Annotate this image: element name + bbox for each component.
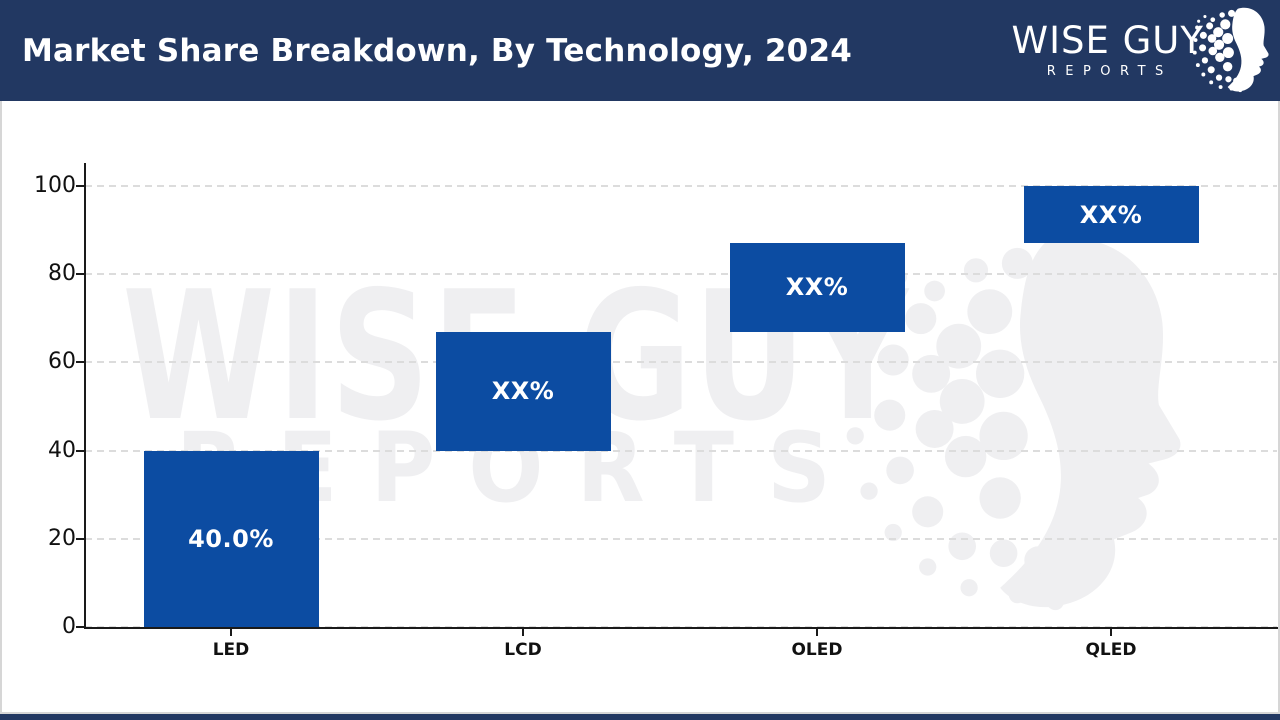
header-bar: Market Share Breakdown, By Technology, 2… — [0, 0, 1280, 101]
bar-lcd: XX% — [435, 331, 611, 451]
logo-subtitle: REPORTS — [1046, 64, 1173, 79]
gridline-20 — [85, 537, 1277, 540]
x-tick-label-qled: QLED — [1085, 640, 1137, 660]
x-tick-label-led: LED — [212, 640, 250, 660]
gridline-40 — [85, 449, 1277, 452]
logo-name: WISE GUY — [1011, 19, 1204, 62]
y-tick-label: 40 — [48, 437, 76, 463]
gridline-80 — [85, 273, 1277, 276]
footer-divider — [0, 712, 1280, 714]
y-tick-mark — [76, 185, 85, 187]
x-tick-mark — [522, 629, 524, 636]
bar-value-label: 40.0% — [188, 524, 274, 553]
gridline-60 — [85, 361, 1277, 364]
y-tick-mark — [76, 449, 85, 452]
y-tick-mark — [76, 537, 85, 540]
chart-title: Market Share Breakdown, By Technology, 2… — [22, 32, 852, 69]
wise-guy-face-icon — [1192, 7, 1269, 92]
y-tick-mark — [76, 273, 85, 276]
y-tick-label: 20 — [48, 525, 76, 551]
y-tick-label: 100 — [34, 173, 76, 198]
y-tick-label: 0 — [62, 614, 76, 639]
y-tick-label: 60 — [48, 349, 76, 375]
x-tick-label-lcd: LCD — [504, 640, 542, 660]
x-tick-mark — [1110, 629, 1112, 636]
bar-value-label: XX% — [785, 273, 849, 302]
bar-value-label: XX% — [491, 377, 555, 406]
gridline-100 — [85, 185, 1277, 187]
wise-guy-logo: WISE GUY REPORTS — [1012, 4, 1270, 98]
bar-value-label: XX% — [1079, 200, 1143, 229]
y-tick-mark — [76, 626, 85, 628]
x-tick-mark — [230, 629, 232, 636]
bar-qled: XX% — [1023, 186, 1199, 244]
x-axis-line — [84, 627, 1278, 629]
figure-border-right — [1278, 101, 1280, 712]
x-tick-label-oled: OLED — [791, 640, 843, 660]
figure-border-left — [0, 101, 2, 712]
y-tick-mark — [76, 361, 85, 364]
x-tick-mark — [816, 629, 818, 636]
logo-text: WISE GUY REPORTS — [1012, 22, 1204, 79]
bar-led: 40.0% — [143, 450, 319, 627]
footer-bar — [0, 714, 1280, 720]
bar-oled: XX% — [729, 243, 905, 332]
y-tick-label: 80 — [48, 261, 76, 287]
y-axis-line — [84, 163, 86, 629]
